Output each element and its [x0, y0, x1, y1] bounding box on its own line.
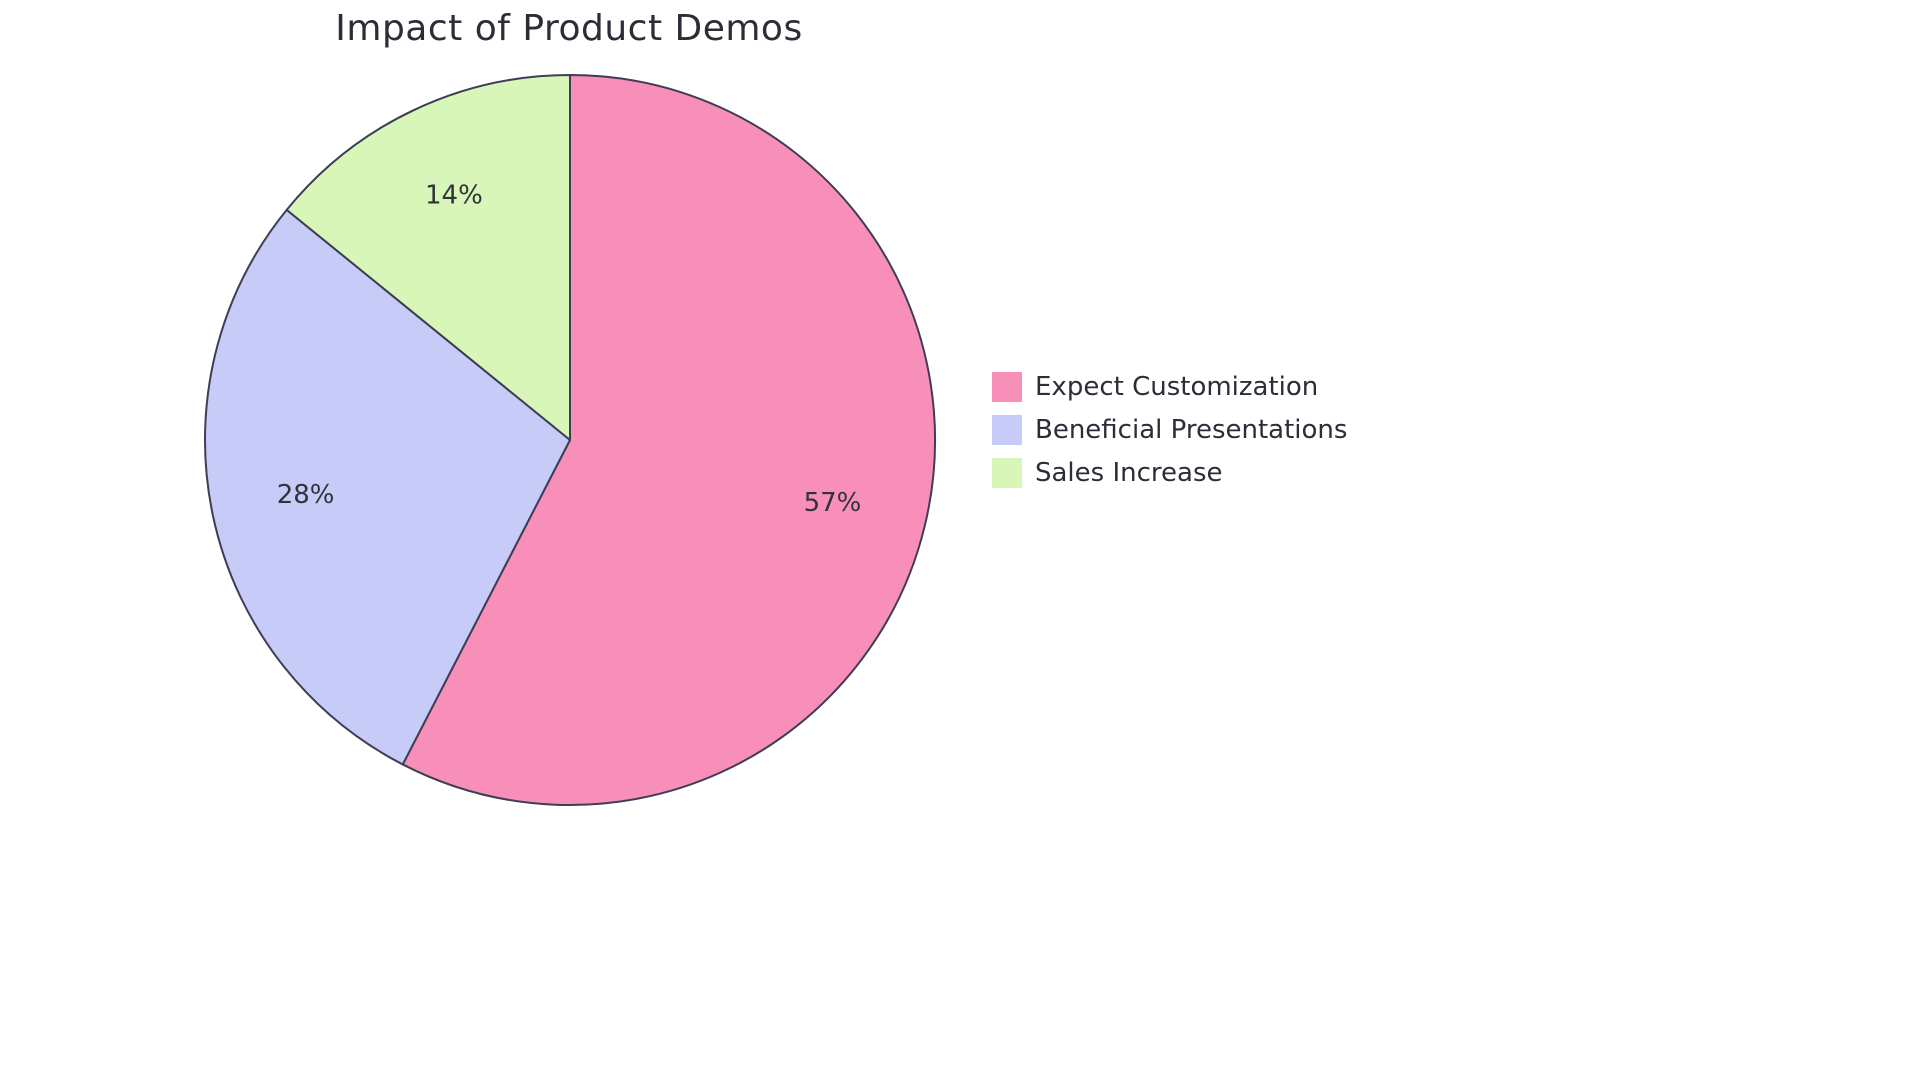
legend-swatch-1: [992, 415, 1022, 445]
legend: Expect Customization Beneficial Presentat…: [992, 372, 1347, 488]
legend-swatch-2: [992, 458, 1022, 488]
legend-swatch-0: [992, 372, 1022, 402]
legend-label-1: Beneficial Presentations: [1035, 415, 1348, 445]
slice-percent-label-2: 14%: [425, 181, 483, 211]
chart-title: Impact of Product Demos: [335, 8, 803, 49]
pie-slice-0: [401, 74, 936, 806]
pie-slice-2: [285, 74, 571, 441]
legend-item-0: Expect Customization: [992, 372, 1347, 402]
legend-item-2: Sales Increase: [992, 458, 1347, 488]
legend-label-0: Expect Customization: [1035, 372, 1319, 402]
legend-item-1: Beneficial Presentations: [992, 415, 1347, 445]
pie-slice-1: [204, 208, 571, 766]
legend-label-2: Sales Increase: [1035, 458, 1223, 488]
slice-percent-label-1: 28%: [277, 480, 335, 510]
slice-percent-label-0: 57%: [804, 488, 862, 518]
